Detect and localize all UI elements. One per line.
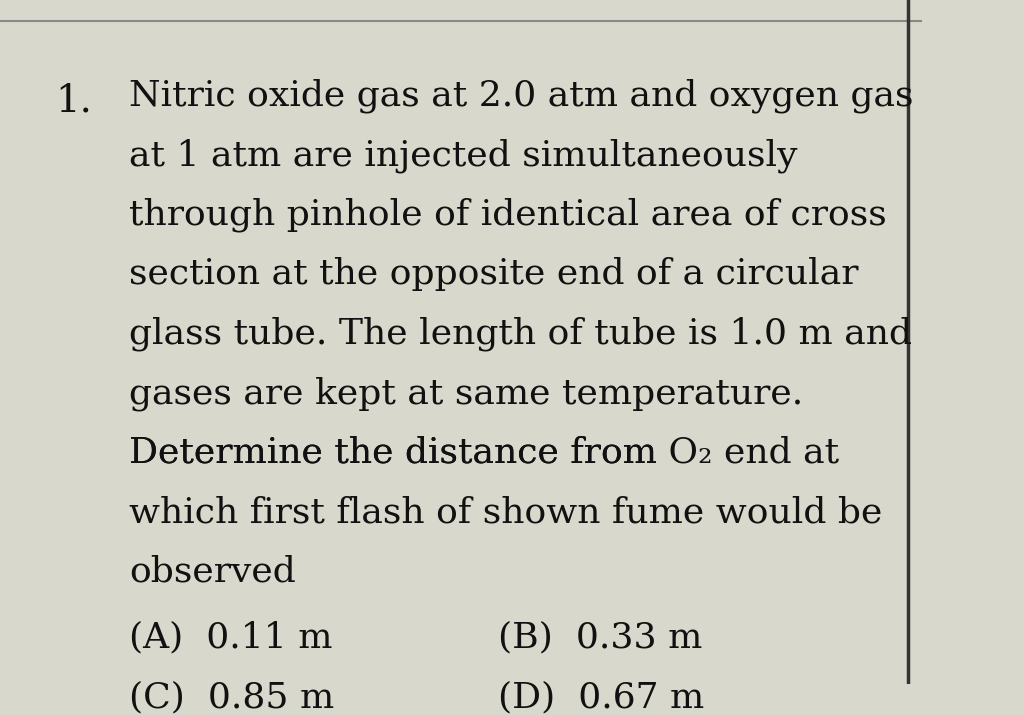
Text: 1.: 1. [55,82,92,119]
Text: which first flash of shown fume would be: which first flash of shown fume would be [129,495,883,529]
Text: (B)  0.33 m: (B) 0.33 m [498,621,702,655]
Text: section at the opposite end of a circular: section at the opposite end of a circula… [129,257,858,291]
Text: Determine the distance from: Determine the distance from [129,435,669,470]
Text: Determine the distance from O₂ end at: Determine the distance from O₂ end at [129,435,840,470]
Text: at 1 atm are injected simultaneously: at 1 atm are injected simultaneously [129,138,798,172]
Text: glass tube. The length of tube is 1.0 m and: glass tube. The length of tube is 1.0 m … [129,317,912,351]
Text: (D)  0.67 m: (D) 0.67 m [498,681,705,714]
Text: gases are kept at same temperature.: gases are kept at same temperature. [129,376,804,410]
Text: through pinhole of identical area of cross: through pinhole of identical area of cro… [129,197,887,232]
Text: (A)  0.11 m: (A) 0.11 m [129,621,333,655]
Text: Nitric oxide gas at 2.0 atm and oxygen gas: Nitric oxide gas at 2.0 atm and oxygen g… [129,79,913,113]
Text: observed: observed [129,555,296,588]
Text: (C)  0.85 m: (C) 0.85 m [129,681,334,714]
